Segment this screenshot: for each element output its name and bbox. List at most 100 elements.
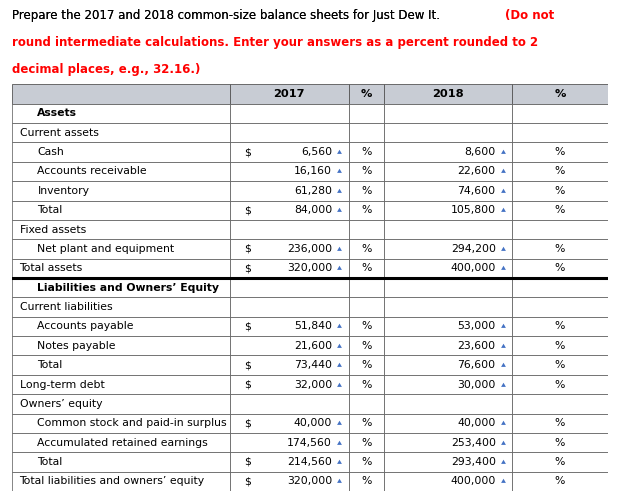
- Text: %: %: [361, 321, 372, 331]
- Text: $: $: [244, 379, 251, 389]
- Text: $: $: [244, 147, 251, 157]
- Bar: [384, 336, 512, 356]
- Text: %: %: [555, 457, 565, 467]
- Text: Total liabilities and owners’ equity: Total liabilities and owners’ equity: [20, 476, 205, 487]
- Bar: [384, 162, 512, 181]
- Text: 21,600: 21,600: [294, 341, 332, 351]
- Bar: [229, 472, 348, 491]
- Bar: [384, 200, 512, 220]
- Text: Fixed assets: Fixed assets: [20, 225, 86, 235]
- Bar: [512, 414, 608, 433]
- Text: Cash: Cash: [37, 147, 64, 157]
- Text: 40,000: 40,000: [458, 418, 496, 428]
- Bar: [348, 336, 384, 356]
- Text: $: $: [244, 360, 251, 370]
- Text: 320,000: 320,000: [287, 263, 332, 273]
- Bar: [229, 239, 348, 258]
- Text: 40,000: 40,000: [294, 418, 332, 428]
- Bar: [12, 433, 229, 452]
- Text: Common stock and paid-in surplus: Common stock and paid-in surplus: [37, 418, 227, 428]
- Bar: [384, 104, 512, 123]
- Text: 214,560: 214,560: [287, 457, 332, 467]
- Bar: [12, 278, 229, 298]
- Bar: [229, 452, 348, 472]
- Bar: [229, 142, 348, 162]
- Text: 400,000: 400,000: [450, 476, 496, 487]
- Bar: [12, 258, 229, 278]
- Bar: [229, 258, 348, 278]
- Bar: [512, 336, 608, 356]
- Bar: [512, 278, 608, 298]
- Text: Current liabilities: Current liabilities: [20, 302, 112, 312]
- Text: Total: Total: [37, 360, 63, 370]
- Text: %: %: [361, 263, 372, 273]
- Bar: [12, 317, 229, 336]
- Bar: [512, 298, 608, 317]
- Text: %: %: [555, 147, 565, 157]
- Bar: [348, 142, 384, 162]
- Bar: [229, 278, 348, 298]
- Bar: [12, 452, 229, 472]
- Bar: [384, 375, 512, 394]
- Bar: [348, 220, 384, 239]
- Text: 74,600: 74,600: [458, 186, 496, 196]
- Bar: [384, 317, 512, 336]
- Bar: [348, 394, 384, 414]
- Text: %: %: [555, 244, 565, 254]
- Text: %: %: [361, 186, 372, 196]
- Bar: [384, 84, 512, 104]
- Bar: [348, 452, 384, 472]
- Bar: [384, 394, 512, 414]
- Text: $: $: [244, 457, 251, 467]
- Text: 236,000: 236,000: [287, 244, 332, 254]
- Text: %: %: [361, 89, 372, 99]
- Bar: [229, 84, 348, 104]
- Bar: [512, 220, 608, 239]
- Text: Inventory: Inventory: [37, 186, 89, 196]
- Bar: [512, 375, 608, 394]
- Text: 174,560: 174,560: [287, 437, 332, 447]
- Text: 253,400: 253,400: [451, 437, 496, 447]
- Bar: [229, 394, 348, 414]
- Text: Net plant and equipment: Net plant and equipment: [37, 244, 174, 254]
- Text: %: %: [361, 167, 372, 177]
- Bar: [12, 239, 229, 258]
- Text: %: %: [361, 341, 372, 351]
- Text: Total: Total: [37, 457, 63, 467]
- Text: %: %: [361, 205, 372, 215]
- Bar: [229, 356, 348, 375]
- Text: %: %: [555, 360, 565, 370]
- Bar: [384, 123, 512, 142]
- Text: $: $: [244, 244, 251, 254]
- Bar: [512, 84, 608, 104]
- Text: 51,840: 51,840: [294, 321, 332, 331]
- Bar: [512, 356, 608, 375]
- Bar: [229, 414, 348, 433]
- Text: 320,000: 320,000: [287, 476, 332, 487]
- Text: Accounts payable: Accounts payable: [37, 321, 134, 331]
- Bar: [512, 258, 608, 278]
- Bar: [348, 278, 384, 298]
- Bar: [512, 104, 608, 123]
- Bar: [348, 317, 384, 336]
- Bar: [229, 336, 348, 356]
- Text: (Do not: (Do not: [505, 9, 554, 22]
- Text: round intermediate calculations. Enter your answers as a percent rounded to 2: round intermediate calculations. Enter y…: [12, 36, 539, 49]
- Text: 61,280: 61,280: [294, 186, 332, 196]
- Bar: [229, 317, 348, 336]
- Text: Total assets: Total assets: [20, 263, 83, 273]
- Bar: [348, 200, 384, 220]
- Text: Accumulated retained earnings: Accumulated retained earnings: [37, 437, 208, 447]
- Text: Prepare the 2017 and 2018 common-size balance sheets for Just Dew It.: Prepare the 2017 and 2018 common-size ba…: [12, 9, 444, 22]
- Text: 2018: 2018: [433, 89, 464, 99]
- Bar: [12, 298, 229, 317]
- Text: %: %: [555, 167, 565, 177]
- Text: %: %: [361, 360, 372, 370]
- Bar: [12, 162, 229, 181]
- Bar: [384, 433, 512, 452]
- Text: 293,400: 293,400: [451, 457, 496, 467]
- Bar: [12, 336, 229, 356]
- Bar: [348, 258, 384, 278]
- Bar: [348, 84, 384, 104]
- Text: %: %: [361, 476, 372, 487]
